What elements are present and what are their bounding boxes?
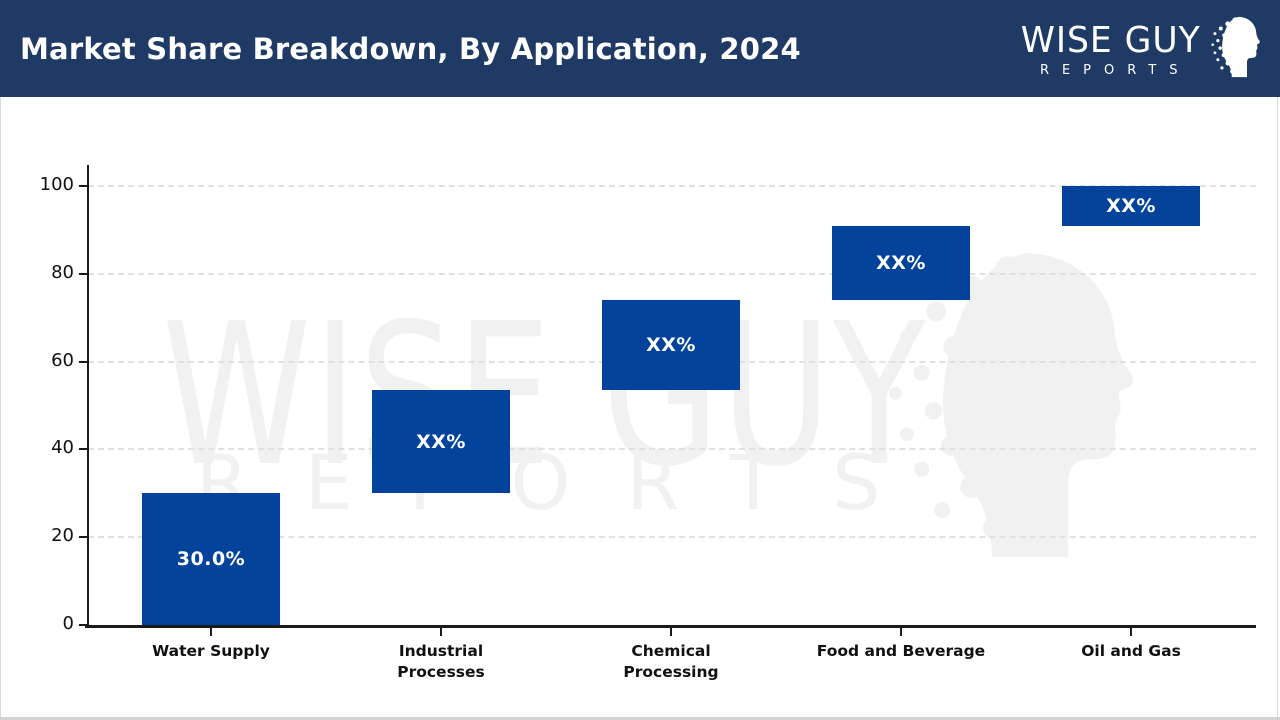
page-title: Market Share Breakdown, By Application, … (20, 31, 801, 66)
x-axis-category-label: Water Supply (152, 642, 270, 660)
y-axis-tick-label: 0 (62, 613, 74, 634)
brand-logo: WISE GUY REPORTS (1017, 8, 1267, 90)
gridline (88, 272, 1256, 275)
x-axis-tick (900, 628, 902, 636)
y-axis-tick-label: 80 (51, 261, 74, 283)
x-axis-tick (440, 628, 442, 636)
bar: XX% (832, 225, 970, 301)
x-axis-tick (210, 628, 212, 636)
bar-value-label: 30.0% (176, 548, 246, 571)
bar-value-label: XX% (646, 334, 696, 357)
y-axis-tick-label: 60 (51, 349, 74, 371)
y-axis-tick-label: 40 (51, 437, 74, 459)
x-axis-category-label: Industrial Processes (397, 642, 485, 681)
gridline (88, 536, 1256, 539)
header: Market Share Breakdown, By Application, … (0, 0, 1280, 97)
y-axis-line (87, 165, 89, 627)
wiseguy-face-watermark-icon (872, 208, 1164, 606)
brand-wordmark: WISE GUY (1020, 20, 1201, 61)
y-axis-tick (79, 360, 87, 363)
gridline (88, 185, 1256, 187)
watermark-tagline: REPORTS (196, 438, 937, 527)
bar: XX% (1062, 186, 1200, 226)
y-axis-tick (79, 185, 87, 187)
brand-wordmark-block: WISE GUY REPORTS (1017, 20, 1205, 78)
y-axis-tick (79, 536, 87, 539)
x-axis-category-label: Oil and Gas (1081, 642, 1181, 660)
bar-value-label: XX% (1106, 194, 1156, 217)
x-axis-tick (1130, 628, 1132, 636)
y-axis-tick (79, 272, 87, 275)
y-axis-tick-label: 20 (51, 525, 74, 547)
bar: 30.0% (142, 493, 280, 625)
brand-tagline: REPORTS (1039, 63, 1191, 78)
wiseguy-face-icon (1208, 8, 1266, 90)
y-axis-tick (79, 624, 87, 626)
y-axis-tick-label: 100 (39, 174, 74, 195)
x-axis-tick (670, 628, 672, 636)
gridline (88, 448, 1256, 451)
x-axis-line (85, 625, 1256, 628)
x-axis-category-label: Chemical Processing (623, 642, 719, 681)
bar-value-label: XX% (876, 251, 926, 274)
y-axis-tick (79, 448, 87, 451)
watermark-wordmark: WISE GUY (162, 282, 927, 510)
bar: XX% (372, 390, 510, 494)
bar: XX% (602, 300, 740, 391)
x-axis-category-label: Food and Beverage (816, 642, 986, 660)
page-bottom-border (0, 717, 1280, 720)
bar-value-label: XX% (416, 430, 466, 453)
